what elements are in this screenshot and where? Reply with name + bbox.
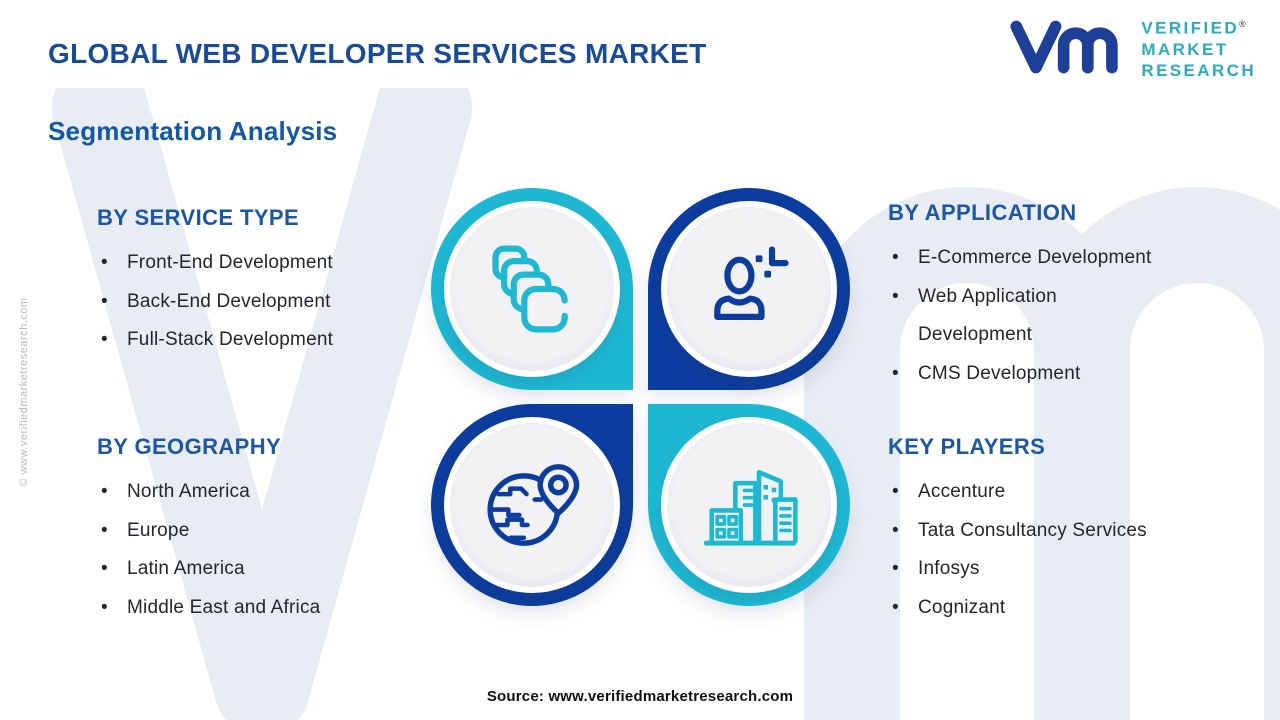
application-list: E-Commerce DevelopmentWeb Application De…: [888, 239, 1238, 393]
stacked-code-blocks-icon: [492, 245, 568, 333]
quadrant-inner-circle: [661, 417, 837, 593]
city-buildings-icon: [703, 470, 798, 546]
section-geography: BY GEOGRAPHY North AmericaEuropeLatin Am…: [97, 434, 442, 627]
list-item: Back-End Development: [97, 283, 442, 322]
page-subtitle: Segmentation Analysis: [48, 116, 338, 146]
list-item: Accenture: [888, 473, 1238, 512]
quadrant-service-type: [431, 188, 633, 390]
logo-line-research: RESEARCH: [1141, 60, 1256, 80]
list-item: Europe: [97, 512, 442, 551]
list-item: Web Application Development: [888, 278, 1238, 355]
logo-line-verified: VERIFIED®: [1141, 18, 1246, 38]
page-title: GLOBAL WEB DEVELOPER SERVICES MARKET: [48, 38, 707, 69]
section-heading-key-players: KEY PLAYERS: [888, 434, 1046, 459]
list-item: Full-Stack Development: [97, 321, 442, 360]
section-service-type: BY SERVICE TYPE Front-End DevelopmentBac…: [97, 205, 442, 360]
quadrant-inner-circle: [444, 417, 620, 593]
quadrant-geography: [431, 404, 633, 606]
source-line: Source: www.verifiedmarketresearch.com: [486, 688, 794, 705]
quadrant-inner-circle: [661, 201, 837, 377]
developer-person-icon: [714, 246, 789, 320]
list-item: Front-End Development: [97, 244, 442, 283]
list-item: Cognizant: [888, 589, 1238, 628]
quadrant-inner-circle: [444, 201, 620, 377]
side-copyright-watermark: © www.verifiedmarketresearch.com: [18, 297, 30, 487]
registered-mark: ®: [1239, 19, 1246, 29]
list-item: Tata Consultancy Services: [888, 512, 1238, 551]
section-heading-application: BY APPLICATION: [888, 200, 1077, 225]
section-heading-geography: BY GEOGRAPHY: [97, 434, 282, 459]
geography-list: North AmericaEuropeLatin AmericaMiddle E…: [97, 473, 442, 627]
list-item: Latin America: [97, 550, 442, 589]
quadrant-key-players: [648, 404, 850, 606]
list-item: E-Commerce Development: [888, 239, 1238, 278]
vmr-monogram-icon: [1010, 20, 1119, 74]
logo-line-market: MARKET: [1141, 39, 1229, 59]
list-item: Infosys: [888, 550, 1238, 589]
section-heading-service-type: BY SERVICE TYPE: [97, 205, 300, 230]
service-type-list: Front-End DevelopmentBack-End Developmen…: [97, 244, 442, 360]
globe-location-pin-icon: [487, 464, 580, 546]
key-players-list: AccentureTata Consultancy ServicesInfosy…: [888, 473, 1238, 627]
brand-logo-text: VERIFIED® MARKET RESEARCH: [1141, 14, 1256, 81]
list-item: North America: [97, 473, 442, 512]
section-application: BY APPLICATION E-Commerce DevelopmentWeb…: [888, 200, 1238, 393]
section-key-players: KEY PLAYERS AccentureTata Consultancy Se…: [888, 434, 1238, 627]
brand-logo: VERIFIED® MARKET RESEARCH: [1010, 14, 1256, 81]
list-item: Middle East and Africa: [97, 589, 442, 628]
quadrant-application: [648, 188, 850, 390]
list-item: CMS Development: [888, 355, 1238, 394]
